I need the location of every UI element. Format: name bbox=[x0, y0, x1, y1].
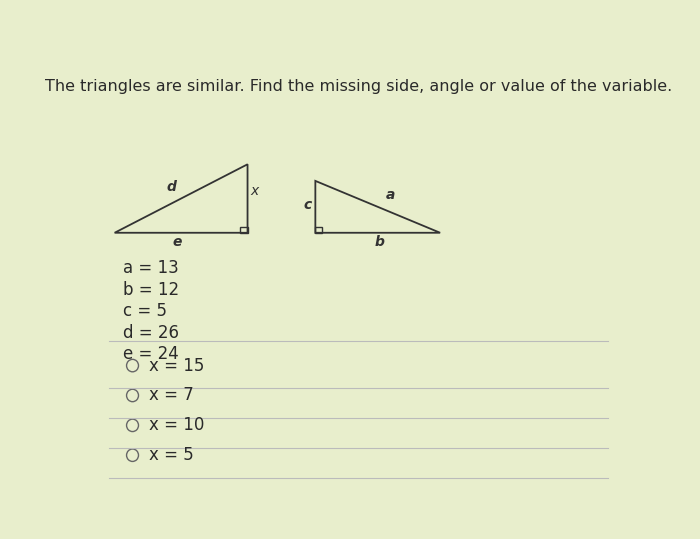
Text: c = 5: c = 5 bbox=[122, 302, 167, 320]
Text: a: a bbox=[386, 189, 395, 203]
Text: b = 12: b = 12 bbox=[122, 281, 179, 299]
Text: The triangles are similar. Find the missing side, angle or value of the variable: The triangles are similar. Find the miss… bbox=[45, 79, 673, 94]
Text: a = 13: a = 13 bbox=[122, 259, 178, 277]
Text: e: e bbox=[172, 236, 182, 250]
Text: x: x bbox=[251, 184, 259, 198]
Text: x = 15: x = 15 bbox=[149, 357, 204, 375]
Text: e = 24: e = 24 bbox=[122, 345, 178, 363]
Text: x = 10: x = 10 bbox=[149, 416, 204, 434]
Text: x = 7: x = 7 bbox=[149, 386, 194, 404]
Text: d: d bbox=[167, 180, 176, 194]
Text: x = 5: x = 5 bbox=[149, 446, 194, 464]
Text: d = 26: d = 26 bbox=[122, 324, 178, 342]
Text: b: b bbox=[374, 236, 384, 250]
Text: c: c bbox=[303, 198, 312, 212]
